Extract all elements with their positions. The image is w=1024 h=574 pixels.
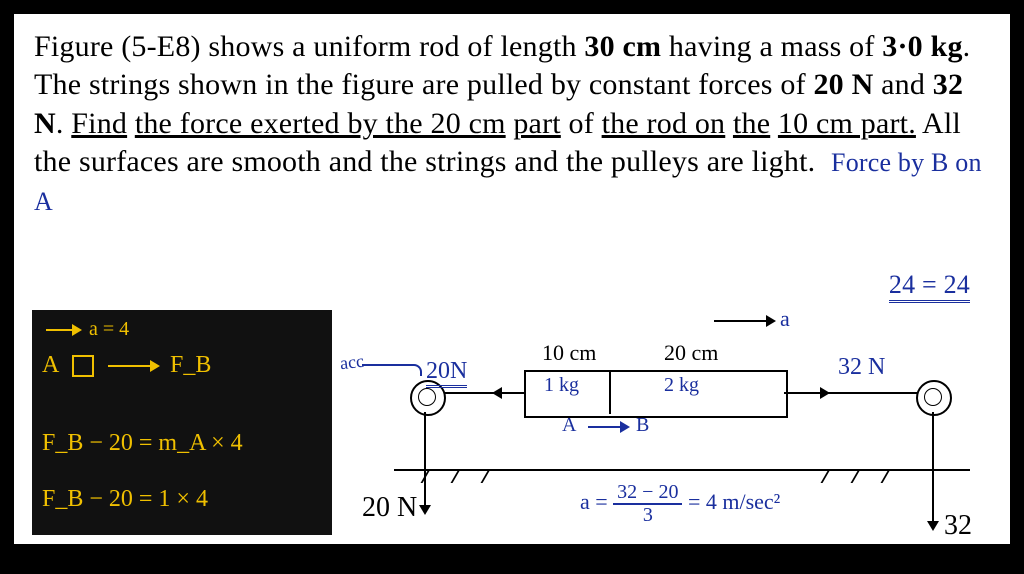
rod-length: 30 cm — [584, 30, 661, 63]
right-force-print: 32 N — [944, 510, 994, 574]
bb-eq1: F_B − 20 = m_A × 4 — [42, 430, 243, 457]
u6: 10 cm part. — [778, 107, 916, 140]
seg-20: 20 cm — [664, 340, 718, 366]
rod-B: B — [636, 414, 649, 437]
rod-A: A — [562, 414, 576, 437]
rod-divider — [609, 370, 611, 414]
ground-line — [394, 469, 970, 471]
seg-10: 10 cm — [542, 340, 596, 366]
diagram: a 10 cm 20 cm 1 kg 2 kg A B 20N acc 32 N — [344, 314, 994, 544]
acc-arrow-icon — [362, 364, 422, 376]
ab-arrow — [588, 426, 628, 428]
bb-a4: a = 4 — [46, 318, 129, 341]
drop-left-arrow — [424, 469, 426, 513]
post-right — [932, 412, 934, 469]
bb-AF: A F_B — [42, 352, 211, 379]
f1: 20 N — [813, 68, 873, 101]
mass-2: 2 kg — [664, 374, 699, 397]
bb-eq2: F_B − 20 = 1 × 4 — [42, 486, 208, 513]
problem-page: Figure (5-E8) shows a uniform rod of len… — [10, 10, 1014, 548]
post-left — [424, 412, 426, 469]
rod-mass: 3·0 kg — [882, 30, 962, 63]
problem-text: Figure (5-E8) shows a uniform rod of len… — [14, 14, 1010, 220]
right-32N-hand: 32 N — [838, 354, 885, 381]
pulley-right-inner — [924, 388, 942, 406]
u3: part — [513, 107, 560, 140]
t4: and — [873, 68, 932, 101]
t6: of — [561, 107, 602, 140]
mass-1: 1 kg — [544, 374, 579, 397]
u5: the — [733, 107, 770, 140]
t5: . — [56, 107, 71, 140]
accel-equation: a = 32 − 203 = 4 m/sec² — [580, 482, 780, 526]
accel-arrow — [714, 320, 774, 322]
left-force-print: 20 N — [362, 492, 417, 524]
hatch-icon — [851, 471, 872, 483]
t1: shows a uniform rod of length — [201, 30, 585, 63]
hatch-icon — [481, 471, 502, 483]
pulley-left-inner — [418, 388, 436, 406]
u4: the rod on — [602, 107, 726, 140]
t2: having a mass of — [661, 30, 882, 63]
note-24: 24 = 24 — [889, 268, 970, 301]
drop-right-arrow — [932, 469, 934, 529]
u2: the force exerted by the 20 cm — [135, 107, 506, 140]
blackboard: a = 4 A F_B F_B − 20 = m_A × 4 F_B − 20 … — [32, 310, 332, 535]
accel-label: a — [780, 306, 790, 332]
u1: Find — [71, 107, 127, 140]
figure-ref: Figure (5-E8) — [34, 30, 201, 63]
left-arrow-icon — [494, 392, 524, 394]
hatch-icon — [821, 471, 842, 483]
left-20N-hand: 20N — [426, 358, 467, 385]
right-arrow-icon — [788, 392, 828, 394]
hatch-icon — [881, 471, 902, 483]
hatch-icon — [451, 471, 472, 483]
